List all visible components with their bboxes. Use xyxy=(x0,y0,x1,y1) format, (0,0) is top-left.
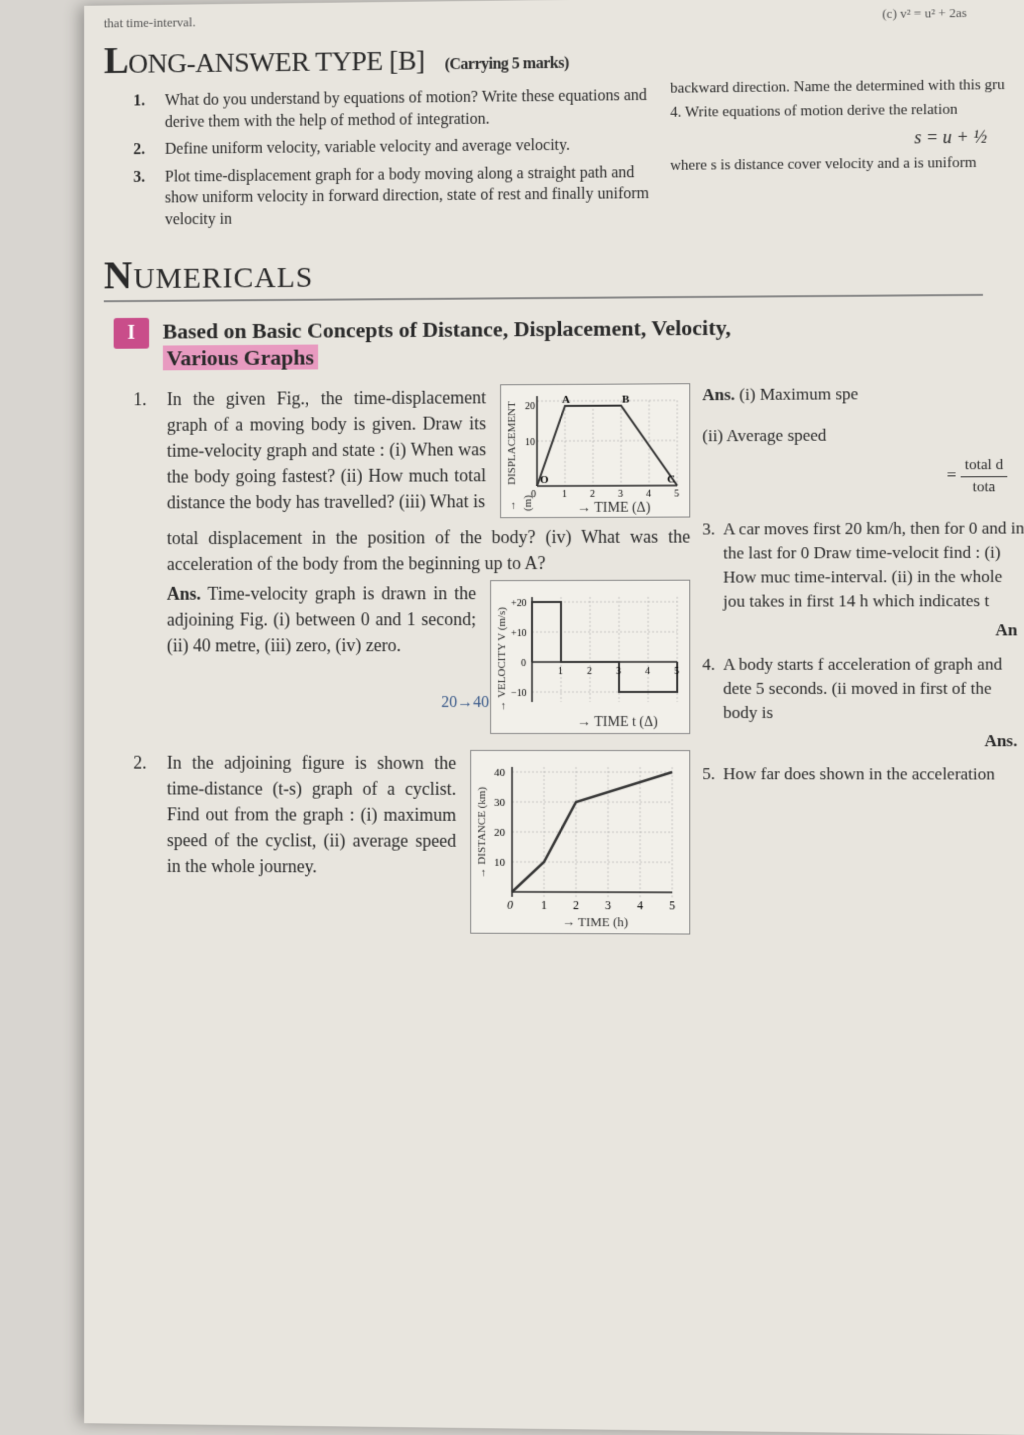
question-number: 3. xyxy=(133,167,155,232)
svg-text:4: 4 xyxy=(645,666,650,677)
question-number: 2. xyxy=(133,749,157,932)
svg-text:B: B xyxy=(622,393,629,405)
fraction: total dtota xyxy=(961,455,1008,499)
x-axis-label: → TIME (h) xyxy=(562,913,628,932)
svg-text:−10: −10 xyxy=(511,688,527,699)
formula: s = u + ½ xyxy=(670,124,987,152)
question-fragment: A car moves first 20 km/h, then for 0 an… xyxy=(723,517,1024,614)
question-text: 4. Write equations of motion derive the … xyxy=(670,99,1024,123)
fraction-numerator: total d xyxy=(961,455,1008,477)
graph-svg: +20 +10 0 −10 1 2 3 4 5 xyxy=(497,586,683,726)
svg-text:20: 20 xyxy=(494,827,505,839)
question-fragment: A body starts f acceleration of graph an… xyxy=(723,653,1024,725)
top-fragment-left: that time-interval. xyxy=(104,14,196,31)
svg-text:+10: +10 xyxy=(511,628,527,639)
svg-text:1: 1 xyxy=(562,488,567,499)
question-number: 1. xyxy=(133,90,155,133)
svg-text:4: 4 xyxy=(637,898,643,912)
svg-text:1: 1 xyxy=(558,666,563,677)
question-item: 1. What do you understand by equations o… xyxy=(133,85,660,134)
numericals-title: UMERICALS xyxy=(133,260,313,294)
svg-text:A: A xyxy=(562,393,570,405)
right-column: Ans. (i) Maximum spe (ii) Average speed … xyxy=(702,381,1024,952)
long-answer-questions: 1. What do you understand by equations o… xyxy=(133,85,660,231)
answer-fragment: (i) Maximum spe xyxy=(739,384,858,404)
fragment-text: where s is distance cover velocity and a… xyxy=(670,152,1024,176)
y-axis-label: → DISPLACEMENT (m) xyxy=(505,401,537,511)
question-number: 3. xyxy=(702,518,715,613)
numerical-q1: 1. In the given Fig., the time-displacem… xyxy=(133,383,690,734)
topic-line: Based on Basic Concepts of Distance, Dis… xyxy=(163,314,731,343)
x-axis-label: → TIME t (Δ) xyxy=(577,713,658,733)
fragment-text: backward direction. Name the determined … xyxy=(670,75,1024,99)
question-fragment: How far does shown in the acceleration xyxy=(723,762,995,786)
svg-text:3: 3 xyxy=(605,898,611,912)
question-text: In the adjoining figure is shown the tim… xyxy=(167,750,456,934)
question-text: Plot time-displacement graph for a body … xyxy=(165,162,660,231)
answer-fragment: (ii) Average speed xyxy=(702,426,826,446)
svg-text:5: 5 xyxy=(674,488,679,499)
svg-text:2: 2 xyxy=(587,666,592,677)
graph-svg: 40 30 20 10 0 1 2 3 4 5 xyxy=(477,757,683,928)
answer-label: An xyxy=(702,619,1024,643)
long-answer-right: backward direction. Name the determined … xyxy=(670,75,1024,233)
question-text: In the given Fig., the time-displacement… xyxy=(167,384,486,519)
long-answer-title: ONG-ANSWER TYPE [B] xyxy=(128,45,424,79)
svg-text:C: C xyxy=(667,473,675,485)
page: that time-interval. (c) v² = u² + 2as LO… xyxy=(84,0,1024,1435)
question-text: Define uniform velocity, variable veloci… xyxy=(165,135,570,161)
y-axis-label: → DISTANCE (km) xyxy=(475,787,491,878)
topic-badge: I xyxy=(114,317,149,348)
carrying-marks: (Carrying 5 marks) xyxy=(445,55,569,74)
question-number: 5. xyxy=(702,762,715,786)
svg-text:+20: +20 xyxy=(511,598,527,609)
svg-text:O: O xyxy=(540,474,549,486)
svg-text:0: 0 xyxy=(507,898,513,912)
question-text: What do you understand by equations of m… xyxy=(165,85,660,133)
answer-label: Ans. xyxy=(702,384,739,403)
x-axis-label: → TIME (Δ) xyxy=(577,498,650,519)
svg-text:40: 40 xyxy=(494,767,505,779)
top-fragment-right: (c) v² = u² + 2as xyxy=(882,5,967,22)
figure-3: → DISTANCE (km) xyxy=(470,750,690,935)
question-item: 3. Plot time-displacement graph for a bo… xyxy=(133,162,660,231)
handwritten-note: 20→40 xyxy=(441,691,489,714)
svg-text:1: 1 xyxy=(541,898,547,912)
numerical-q2: 2. In the adjoining figure is shown the … xyxy=(133,749,690,934)
question-text: total displacement in the position of th… xyxy=(167,523,690,577)
topic-line-highlight: Various Graphs xyxy=(163,345,318,371)
question-number: 2. xyxy=(133,139,155,161)
svg-text:3: 3 xyxy=(616,666,621,677)
answer-text: Time-velocity graph is drawn in the adjo… xyxy=(167,583,476,655)
svg-text:2: 2 xyxy=(573,898,579,912)
topic-banner: I Based on Basic Concepts of Distance, D… xyxy=(114,312,983,373)
svg-text:10: 10 xyxy=(494,857,505,869)
figure-2: 20→40 → VELOCITY V (m/s) xyxy=(490,579,690,733)
answer-label: Ans. xyxy=(702,729,1024,753)
long-answer-header: LONG-ANSWER TYPE [B] (Carrying 5 marks) xyxy=(104,28,1024,83)
svg-text:0: 0 xyxy=(521,658,526,669)
figure-1: → DISPLACEMENT (m) xyxy=(500,383,690,518)
svg-text:30: 30 xyxy=(494,797,505,809)
question-number: 4. xyxy=(702,653,715,725)
answer-label: Ans. xyxy=(167,584,201,604)
y-axis-label: → VELOCITY V (m/s) xyxy=(495,607,511,711)
question-item: 2. Define uniform velocity, variable vel… xyxy=(133,134,660,161)
svg-text:5: 5 xyxy=(674,666,679,677)
numericals-header: NUMERICALS xyxy=(104,244,983,302)
question-number: 1. xyxy=(133,386,157,734)
fraction-denominator: tota xyxy=(961,477,1008,498)
svg-text:5: 5 xyxy=(669,898,675,912)
